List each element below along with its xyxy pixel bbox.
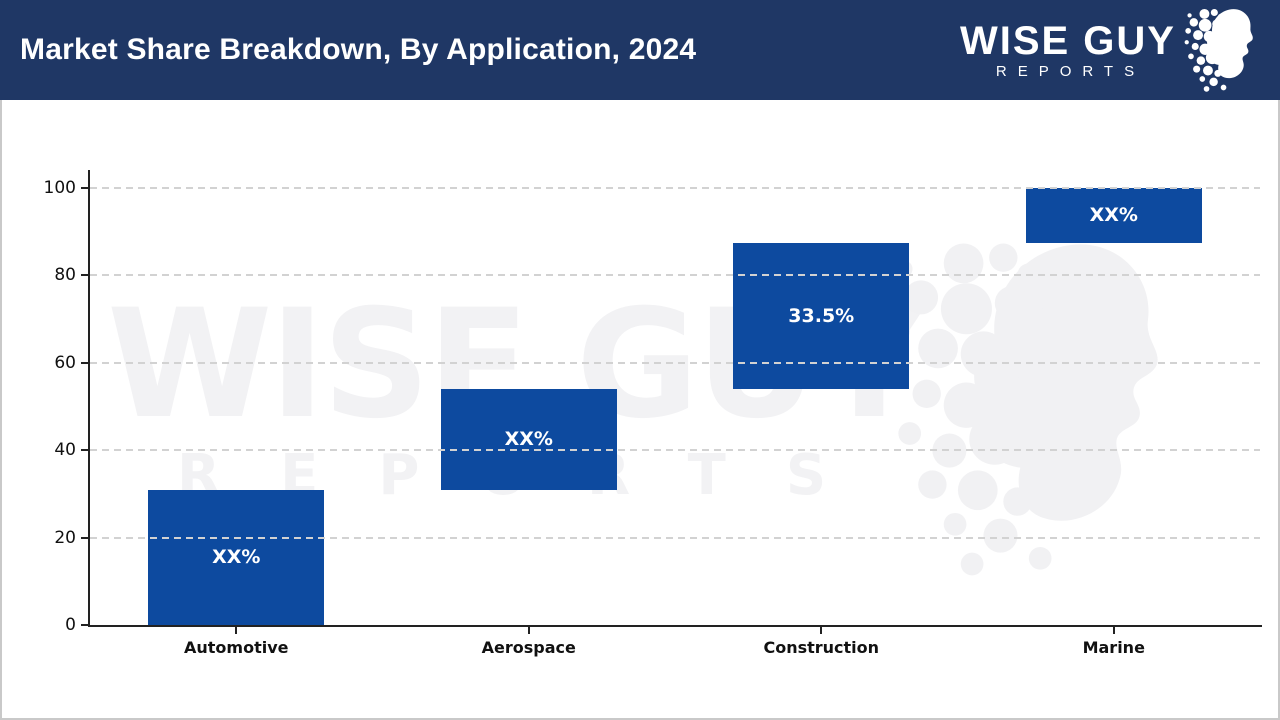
y-tick-60 bbox=[81, 361, 88, 364]
grid-line-100 bbox=[90, 187, 1260, 189]
bars-layer: XX% XX% 33.5% XX% bbox=[2, 100, 1278, 718]
y-tick-100 bbox=[81, 187, 88, 189]
x-tick-Aerospace bbox=[527, 627, 530, 634]
x-axis-spine bbox=[88, 625, 1262, 627]
bar-value-label: XX% bbox=[212, 546, 261, 569]
x-tick-Construction bbox=[820, 627, 823, 634]
brand-sub-text: REPORTS bbox=[995, 63, 1146, 80]
y-tick-label-80: 80 bbox=[54, 265, 76, 286]
bar-Construction: 33.5% bbox=[733, 242, 910, 390]
y-tick-80 bbox=[81, 274, 88, 277]
grid-line-80 bbox=[90, 274, 1260, 277]
bar-Automotive: XX% bbox=[148, 489, 325, 625]
brand-logo-text: WISE GUY REPORTS bbox=[960, 21, 1176, 79]
y-tick-20 bbox=[81, 536, 88, 539]
y-tick-label-0: 0 bbox=[65, 615, 76, 635]
grid-line-40 bbox=[90, 449, 1260, 452]
y-tick-label-100: 100 bbox=[43, 178, 76, 198]
gridlines-layer bbox=[2, 100, 1278, 718]
chart-canvas: WISE GUY REPORTS XX%XX%33.5%XX% 02040608… bbox=[0, 100, 1280, 720]
x-category-label-Construction: Construction bbox=[763, 638, 880, 657]
brand-logo: WISE GUY REPORTS bbox=[960, 4, 1262, 96]
bar-Marine: XX% bbox=[1025, 188, 1202, 243]
x-category-label-Aerospace: Aerospace bbox=[481, 638, 576, 657]
bar-value-label: XX% bbox=[504, 428, 553, 451]
x-category-label-Marine: Marine bbox=[1082, 638, 1145, 657]
axes-layer: 0 20 40 60 80 100 Automotive Aerospace Construct… bbox=[2, 100, 1278, 718]
header-band: Market Share Breakdown, By Application, … bbox=[0, 0, 1280, 100]
dotted-head-logo-icon bbox=[1184, 8, 1253, 92]
y-tick-label-40: 40 bbox=[54, 440, 76, 461]
grid-line-20 bbox=[90, 536, 1260, 539]
page-title: Market Share Breakdown, By Application, … bbox=[20, 33, 697, 66]
grid-line-60 bbox=[90, 361, 1260, 364]
y-tick-label-20: 20 bbox=[54, 527, 76, 548]
x-tick-Automotive bbox=[235, 627, 238, 634]
bar-value-label: 33.5% bbox=[788, 304, 855, 327]
x-tick-Marine bbox=[1112, 627, 1115, 634]
y-tick-0 bbox=[81, 624, 88, 626]
y-tick-40 bbox=[81, 449, 88, 452]
bar-Aerospace: XX% bbox=[440, 389, 617, 490]
y-axis-spine bbox=[88, 170, 90, 627]
x-category-label-Automotive: Automotive bbox=[184, 638, 289, 657]
bar-value-label: XX% bbox=[1089, 204, 1138, 227]
brand-name-text: WISE GUY bbox=[959, 19, 1176, 63]
y-tick-label-60: 60 bbox=[54, 352, 76, 373]
